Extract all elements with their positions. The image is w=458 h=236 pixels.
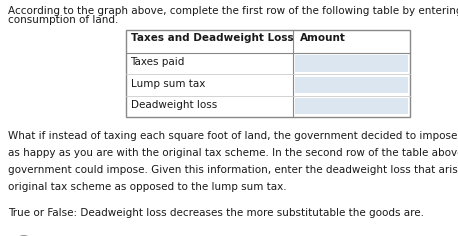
Text: True or False: Deadweight loss decreases the more substitutable the goods are.: True or False: Deadweight loss decreases… — [8, 208, 424, 218]
Bar — [295, 77, 408, 93]
Text: as happy as you are with the original tax scheme. In the second row of the table: as happy as you are with the original ta… — [8, 148, 458, 158]
Text: original tax scheme as opposed to the lump sum tax.: original tax scheme as opposed to the lu… — [8, 182, 287, 192]
Text: consumption of land.: consumption of land. — [8, 15, 119, 25]
Bar — [295, 55, 408, 72]
Text: Taxes paid: Taxes paid — [131, 57, 185, 67]
Text: Deadweight loss: Deadweight loss — [131, 100, 217, 110]
Text: What if instead of taxing each square foot of land, the government decided to im: What if instead of taxing each square fo… — [8, 131, 458, 141]
Bar — [295, 98, 408, 114]
Text: Amount: Amount — [300, 33, 346, 43]
Text: According to the graph above, complete the first row of the following table by e: According to the graph above, complete t… — [8, 6, 458, 16]
Text: Taxes and Deadweight Loss: Taxes and Deadweight Loss — [131, 33, 293, 43]
Bar — [126, 30, 410, 117]
Text: Lump sum tax: Lump sum tax — [131, 79, 205, 88]
Text: government could impose. Given this information, enter the deadweight loss that : government could impose. Given this info… — [8, 165, 458, 175]
